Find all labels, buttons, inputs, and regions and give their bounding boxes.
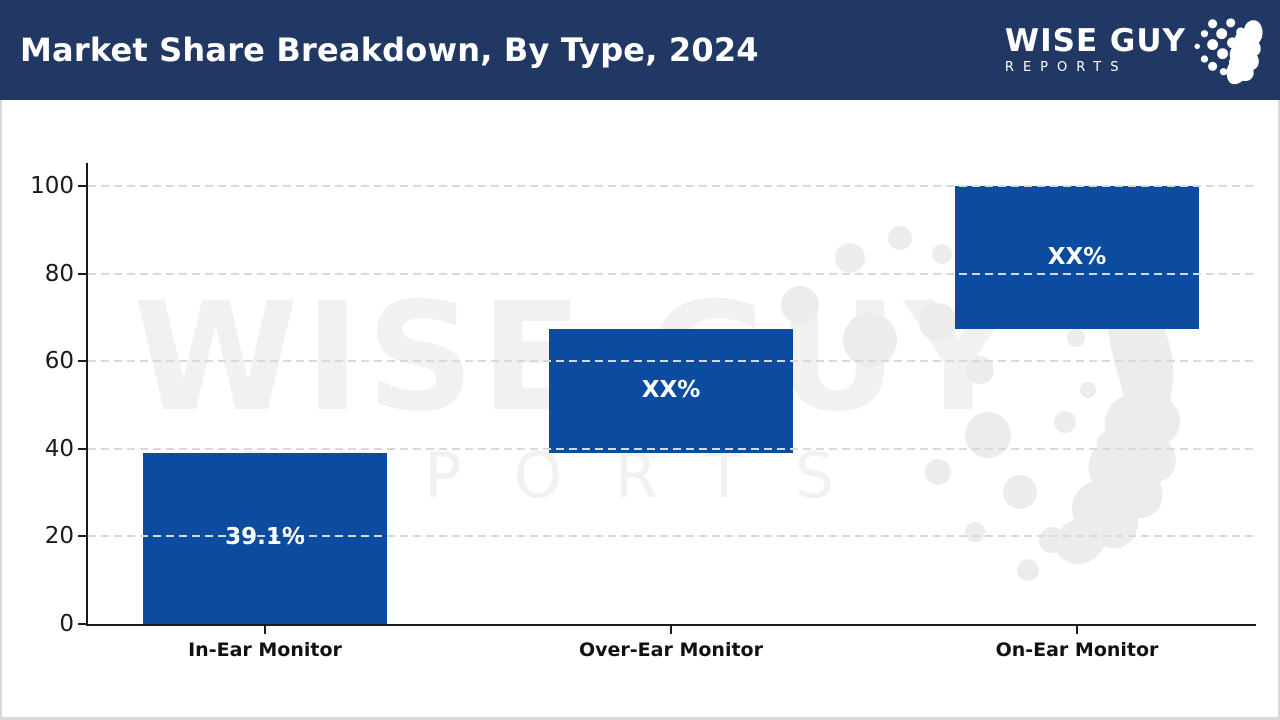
gridline bbox=[88, 535, 1256, 537]
logo-subtitle: REPORTS bbox=[1004, 59, 1128, 75]
x-tick bbox=[1076, 626, 1078, 634]
x-category-label: Over-Ear Monitor bbox=[579, 639, 763, 661]
y-tick-label: 20 bbox=[44, 523, 74, 549]
border-bottom bbox=[0, 717, 1280, 720]
y-tick-label: 80 bbox=[44, 261, 74, 287]
chart-title: Market Share Breakdown, By Type, 2024 bbox=[20, 31, 759, 69]
border-left bbox=[0, 100, 2, 720]
header-bar: Market Share Breakdown, By Type, 2024 WI… bbox=[0, 0, 1280, 100]
x-category-label: On-Ear Monitor bbox=[995, 639, 1159, 661]
y-tick-label: 60 bbox=[44, 348, 74, 374]
gridline bbox=[88, 448, 1256, 450]
logo-text: WISE GUY REPORTS bbox=[1005, 25, 1186, 75]
bar-value-label: XX% bbox=[641, 376, 701, 403]
x-tick bbox=[264, 626, 266, 634]
bar-segment bbox=[955, 186, 1199, 330]
x-axis-line bbox=[86, 624, 1256, 626]
border-right bbox=[1278, 100, 1280, 720]
y-tick bbox=[78, 185, 86, 187]
logo-wordmark: WISE GUY bbox=[1004, 23, 1186, 60]
bar-value-label: 39.1% bbox=[225, 524, 305, 551]
y-tick bbox=[78, 273, 86, 275]
watermark-head-dots-icon bbox=[781, 226, 1180, 581]
logo-head-dots-icon bbox=[1194, 18, 1263, 85]
y-axis-line bbox=[86, 163, 88, 626]
y-tick bbox=[78, 535, 86, 537]
bar-segment bbox=[143, 452, 387, 624]
gridline bbox=[88, 185, 1256, 187]
y-tick-label: 0 bbox=[59, 611, 74, 637]
y-tick-label: 100 bbox=[30, 173, 74, 199]
gridline bbox=[88, 273, 1256, 275]
y-tick bbox=[78, 623, 86, 625]
bar-segment bbox=[549, 329, 793, 453]
gridline bbox=[88, 360, 1256, 362]
wise-guy-reports-logo: WISE GUY REPORTS bbox=[1005, 11, 1266, 89]
x-category-label: In-Ear Monitor bbox=[188, 639, 342, 661]
y-tick bbox=[78, 448, 86, 450]
x-tick bbox=[670, 626, 672, 634]
bar-value-label: XX% bbox=[1047, 243, 1107, 270]
y-tick-label: 40 bbox=[44, 436, 74, 462]
y-tick bbox=[78, 360, 86, 362]
